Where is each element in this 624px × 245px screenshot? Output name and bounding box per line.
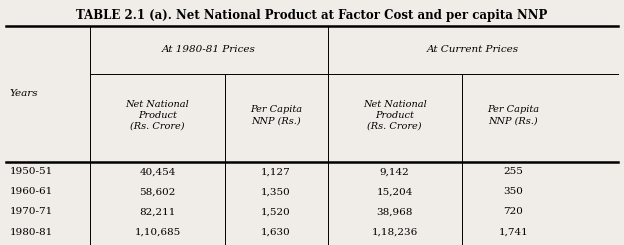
Text: 1970-71: 1970-71 — [9, 208, 52, 216]
Text: 1,741: 1,741 — [499, 228, 528, 236]
Text: 38,968: 38,968 — [376, 208, 413, 216]
Text: 1,520: 1,520 — [261, 208, 291, 216]
Text: 1,630: 1,630 — [261, 228, 291, 236]
Text: 1960-61: 1960-61 — [9, 187, 52, 196]
Text: At 1980-81 Prices: At 1980-81 Prices — [162, 45, 256, 53]
Text: 58,602: 58,602 — [139, 187, 176, 196]
Text: 1,18,236: 1,18,236 — [371, 228, 418, 236]
Text: Per Capita
NNP (Rs.): Per Capita NNP (Rs.) — [250, 105, 302, 125]
Text: Years: Years — [9, 89, 38, 98]
Text: TABLE 2.1 (a). Net National Product at Factor Cost and per capita NNP: TABLE 2.1 (a). Net National Product at F… — [76, 9, 548, 22]
Text: 1950-51: 1950-51 — [9, 167, 52, 176]
Text: 350: 350 — [504, 187, 523, 196]
Text: 1,127: 1,127 — [261, 167, 291, 176]
Text: Net National
Product
(Rs. Crore): Net National Product (Rs. Crore) — [363, 99, 427, 131]
Text: 1980-81: 1980-81 — [9, 228, 52, 236]
Text: 255: 255 — [504, 167, 523, 176]
Text: 82,211: 82,211 — [139, 208, 176, 216]
Text: 40,454: 40,454 — [139, 167, 176, 176]
Text: 1,350: 1,350 — [261, 187, 291, 196]
Text: 9,142: 9,142 — [380, 167, 409, 176]
Text: 15,204: 15,204 — [376, 187, 413, 196]
Text: 720: 720 — [504, 208, 523, 216]
Text: At Current Prices: At Current Prices — [427, 45, 519, 53]
Text: Per Capita
NNP (Rs.): Per Capita NNP (Rs.) — [487, 105, 539, 125]
Text: Net National
Product
(Rs. Crore): Net National Product (Rs. Crore) — [125, 99, 190, 131]
Text: 1,10,685: 1,10,685 — [134, 228, 181, 236]
